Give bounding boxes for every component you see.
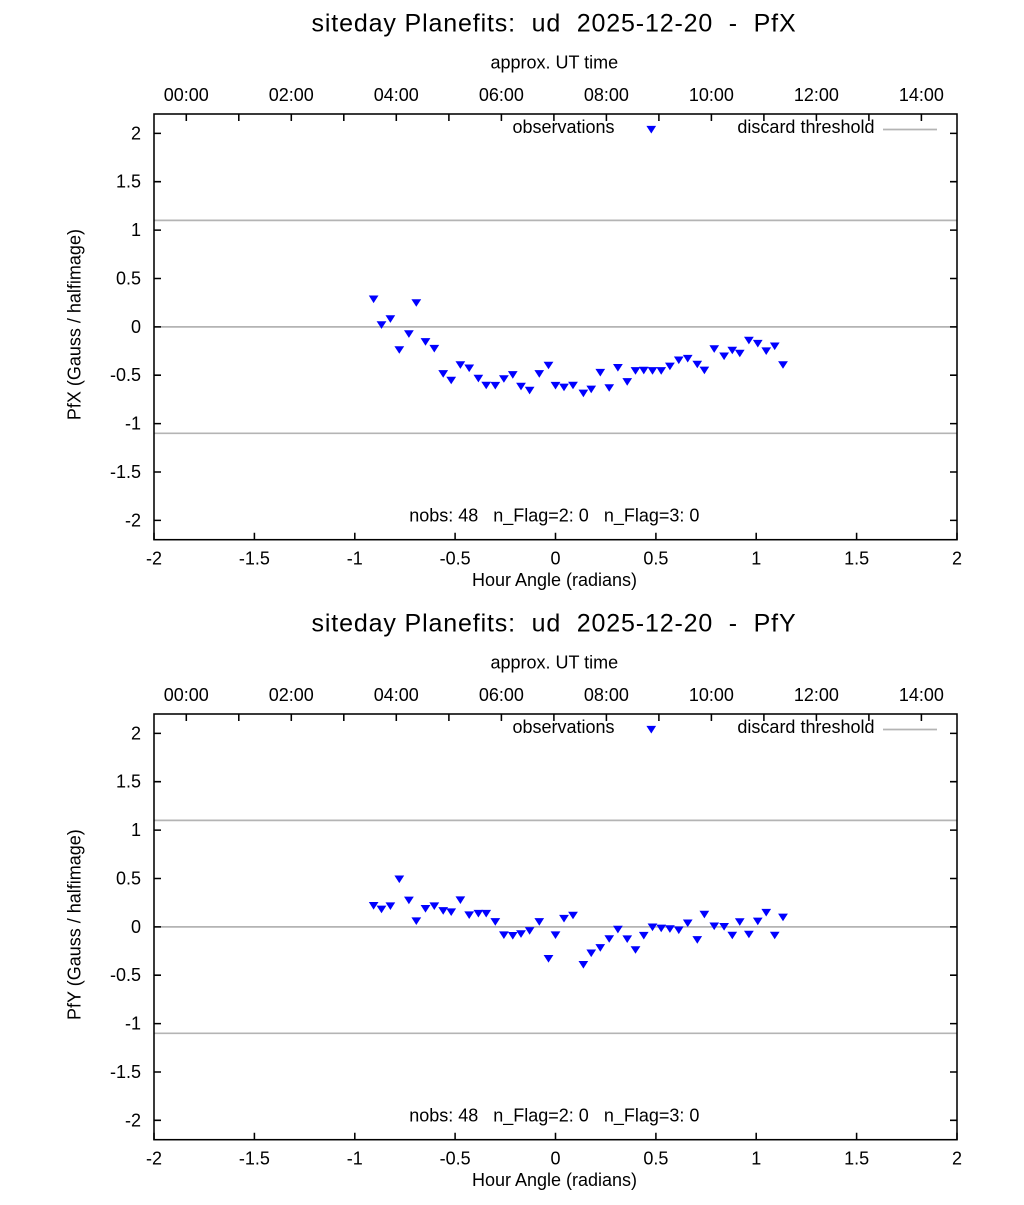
svg-text:-2: -2: [125, 510, 141, 530]
svg-text:-1: -1: [125, 1014, 141, 1034]
svg-text:04:00: 04:00: [374, 85, 419, 105]
svg-text:-1: -1: [125, 414, 141, 434]
svg-text:02:00: 02:00: [269, 685, 314, 705]
svg-text:-2: -2: [125, 1110, 141, 1130]
svg-text:-1.5: -1.5: [110, 1062, 141, 1082]
svg-text:approx. UT time: approx. UT time: [490, 653, 618, 673]
svg-text:siteday Planefits: ud 2025-1: siteday Planefits: ud 2025-12-20 - PfX: [312, 10, 797, 38]
svg-text:-0.5: -0.5: [110, 365, 141, 385]
svg-text:discard threshold: discard threshold: [737, 117, 874, 137]
svg-text:02:00: 02:00: [269, 85, 314, 105]
svg-text:-0.5: -0.5: [440, 548, 471, 568]
svg-text:2: 2: [131, 723, 141, 743]
svg-text:1: 1: [131, 220, 141, 240]
svg-text:06:00: 06:00: [479, 85, 524, 105]
svg-text:2: 2: [952, 548, 962, 568]
svg-text:PfY (Gauss / halfimage): PfY (Gauss / halfimage): [64, 829, 84, 1020]
svg-text:nobs: 48 n_Flag=2: 0 n_Fla: nobs: 48 n_Flag=2: 0 n_Flag=3: 0: [409, 1106, 699, 1127]
svg-text:-1.5: -1.5: [239, 548, 270, 568]
svg-text:00:00: 00:00: [164, 685, 209, 705]
svg-text:0.5: 0.5: [643, 1148, 668, 1168]
svg-text:approx. UT time: approx. UT time: [490, 53, 618, 73]
svg-text:0: 0: [550, 1148, 560, 1168]
svg-text:06:00: 06:00: [479, 685, 524, 705]
svg-text:0: 0: [550, 548, 560, 568]
svg-text:0.5: 0.5: [116, 869, 141, 889]
svg-text:0: 0: [131, 317, 141, 337]
svg-text:1: 1: [131, 820, 141, 840]
svg-text:04:00: 04:00: [374, 685, 419, 705]
svg-text:00:00: 00:00: [164, 85, 209, 105]
svg-text:1.5: 1.5: [116, 172, 141, 192]
svg-text:12:00: 12:00: [794, 85, 839, 105]
svg-text:discard threshold: discard threshold: [737, 717, 874, 737]
svg-text:0.5: 0.5: [643, 548, 668, 568]
svg-text:0.5: 0.5: [116, 269, 141, 289]
svg-text:-1.5: -1.5: [239, 1148, 270, 1168]
svg-text:-2: -2: [146, 548, 162, 568]
svg-text:observations: observations: [512, 117, 614, 137]
svg-text:14:00: 14:00: [899, 685, 944, 705]
svg-text:-2: -2: [146, 1148, 162, 1168]
svg-text:1.5: 1.5: [116, 772, 141, 792]
svg-text:2: 2: [952, 1148, 962, 1168]
svg-text:1.5: 1.5: [844, 548, 869, 568]
svg-text:10:00: 10:00: [689, 85, 734, 105]
svg-text:08:00: 08:00: [584, 685, 629, 705]
svg-text:siteday Planefits: ud 2025-1: siteday Planefits: ud 2025-12-20 - PfY: [312, 610, 797, 638]
svg-text:0: 0: [131, 917, 141, 937]
svg-text:08:00: 08:00: [584, 85, 629, 105]
svg-text:Hour Angle (radians): Hour Angle (radians): [472, 1170, 637, 1190]
svg-text:-1: -1: [347, 1148, 363, 1168]
svg-text:nobs: 48 n_Flag=2: 0 n_Fla: nobs: 48 n_Flag=2: 0 n_Flag=3: 0: [409, 506, 699, 527]
svg-text:1: 1: [751, 548, 761, 568]
svg-text:12:00: 12:00: [794, 685, 839, 705]
svg-text:2: 2: [131, 123, 141, 143]
svg-text:10:00: 10:00: [689, 685, 734, 705]
svg-text:-1.5: -1.5: [110, 462, 141, 482]
svg-text:-0.5: -0.5: [110, 965, 141, 985]
svg-text:1: 1: [751, 1148, 761, 1168]
svg-text:-1: -1: [347, 548, 363, 568]
svg-text:Hour Angle (radians): Hour Angle (radians): [472, 570, 637, 590]
svg-text:observations: observations: [512, 717, 614, 737]
svg-text:-0.5: -0.5: [440, 1148, 471, 1168]
svg-text:1.5: 1.5: [844, 1148, 869, 1168]
svg-text:PfX (Gauss / halfimage): PfX (Gauss / halfimage): [64, 229, 84, 420]
svg-text:14:00: 14:00: [899, 85, 944, 105]
